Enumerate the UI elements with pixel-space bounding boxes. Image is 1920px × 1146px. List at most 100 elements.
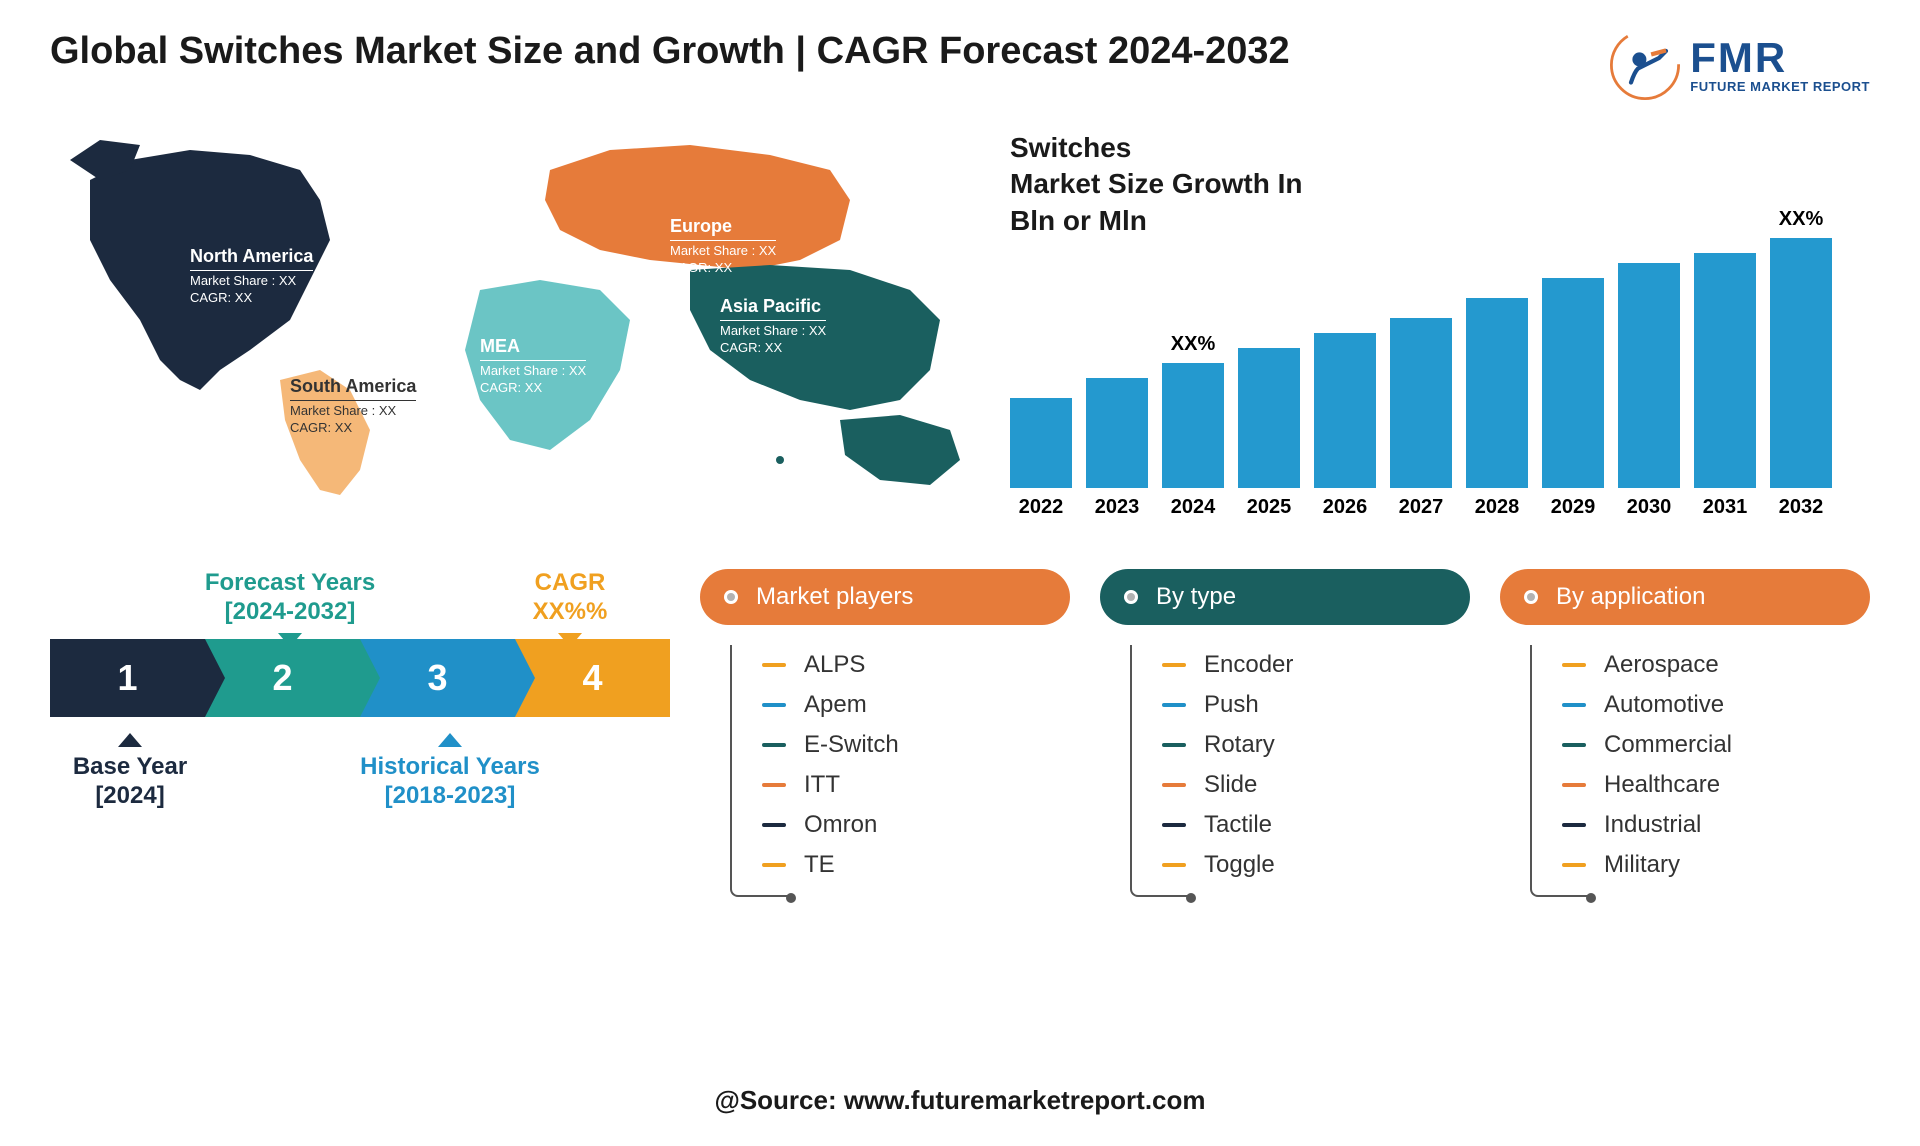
bar-year: 2028 — [1475, 496, 1520, 519]
region-label-south-america: South AmericaMarket Share : XXCAGR: XX — [290, 375, 416, 437]
list-item: Toggle — [1162, 845, 1470, 885]
tick-icon — [762, 863, 786, 867]
list-item: Tactile — [1162, 805, 1470, 845]
list-item: Apem — [762, 685, 1070, 725]
timeline-segment-2: 2 — [205, 639, 360, 717]
category-block: Market playersALPSApemE-SwitchITTOmronTE… — [700, 569, 1870, 885]
dot-icon — [724, 590, 738, 604]
tick-icon — [762, 783, 786, 787]
category-title: Market players — [756, 583, 913, 611]
category-list: ALPSApemE-SwitchITTOmronTE — [730, 645, 1070, 885]
source-text: @Source: www.futuremarketreport.com — [714, 1085, 1205, 1116]
bar-rect — [1086, 378, 1148, 488]
category-header: By application — [1500, 569, 1870, 625]
region-label-europe: EuropeMarket Share : XXCAGR: XX — [670, 215, 776, 277]
chart-title-3: Bln or Mln — [1010, 203, 1870, 239]
tick-icon — [762, 663, 786, 667]
header: Global Switches Market Size and Growth |… — [50, 30, 1870, 100]
bar-rect — [1466, 298, 1528, 488]
cagr-label: CAGR XX%% — [500, 569, 640, 647]
region-label-asia-pacific: Asia PacificMarket Share : XXCAGR: XX — [720, 295, 826, 357]
item-text: Rotary — [1204, 731, 1275, 759]
list-item: Slide — [1162, 765, 1470, 805]
logo-main-text: FMR — [1690, 37, 1870, 79]
list-item: E-Switch — [762, 725, 1070, 765]
list-item: Push — [1162, 685, 1470, 725]
category-header: Market players — [700, 569, 1070, 625]
bar-rect — [1010, 398, 1072, 488]
item-text: Industrial — [1604, 811, 1701, 839]
logo: FMR FUTURE MARKET REPORT — [1610, 30, 1870, 100]
category-list: Aerospace AutomotiveCommercialHealthcare I… — [1530, 645, 1870, 885]
category-title: By type — [1156, 583, 1236, 611]
timeline-segment-4: 4 — [515, 639, 670, 717]
bar-rect — [1238, 348, 1300, 488]
bar-2027: 2027 — [1390, 318, 1452, 519]
region-label-north-america: North AmericaMarket Share : XXCAGR: XX — [190, 245, 313, 307]
item-text: Slide — [1204, 771, 1257, 799]
bar-rect — [1162, 363, 1224, 488]
chart-title-1: Switches — [1010, 130, 1870, 166]
timeline-block: Forecast Years [2024-2032] CAGR XX%% 123… — [50, 569, 670, 885]
tick-icon — [762, 823, 786, 827]
bar-2032: XX%2032 — [1770, 238, 1832, 519]
bar-2029: 2029 — [1542, 278, 1604, 519]
category-by-type: By type Encoder Push Rotary Slide Tactile Togg… — [1100, 569, 1470, 885]
bar-rect — [1694, 253, 1756, 488]
bar-rect — [1618, 263, 1680, 488]
list-item: ITT — [762, 765, 1070, 805]
tick-icon — [1162, 703, 1186, 707]
category-market-players: Market playersALPSApemE-SwitchITTOmronTE — [700, 569, 1070, 885]
bar-rect — [1390, 318, 1452, 488]
item-text: Push — [1204, 691, 1259, 719]
item-text: Aerospace — [1604, 651, 1719, 679]
page-title: Global Switches Market Size and Growth |… — [50, 30, 1290, 73]
historical-label: Historical Years [2018-2023] — [340, 733, 560, 811]
chart-title: Switches Market Size Growth In Bln or Ml… — [1010, 130, 1870, 239]
bar-year: 2029 — [1551, 496, 1596, 519]
list-item: Healthcare — [1562, 765, 1870, 805]
category-header: By type — [1100, 569, 1470, 625]
category-title: By application — [1556, 583, 1705, 611]
bar-2031: 2031 — [1694, 253, 1756, 519]
list-item: ALPS — [762, 645, 1070, 685]
top-section: North AmericaMarket Share : XXCAGR: XX So… — [50, 120, 1870, 519]
item-text: ALPS — [804, 651, 865, 679]
bar-chart: 20222023XX%20242025202620272028202920302… — [1010, 259, 1870, 519]
list-item: Automotive — [1562, 685, 1870, 725]
bar-2028: 2028 — [1466, 298, 1528, 519]
bar-year: 2022 — [1019, 496, 1064, 519]
chart-title-2: Market Size Growth In — [1010, 166, 1870, 202]
bar-year: 2023 — [1095, 496, 1140, 519]
item-text: Toggle — [1204, 851, 1275, 879]
bar-rect — [1770, 238, 1832, 488]
bottom-section: Forecast Years [2024-2032] CAGR XX%% 123… — [50, 569, 1870, 885]
bar-label: XX% — [1779, 208, 1823, 231]
forecast-label: Forecast Years [2024-2032] — [190, 569, 390, 647]
bar-year: 2030 — [1627, 496, 1672, 519]
dot-icon — [1524, 590, 1538, 604]
item-text: TE — [804, 851, 835, 879]
dot-icon — [1124, 590, 1138, 604]
bar-2023: 2023 — [1086, 378, 1148, 519]
category-list: Encoder Push Rotary Slide Tactile Toggle — [1130, 645, 1470, 885]
timeline-segment-3: 3 — [360, 639, 515, 717]
list-item: Aerospace — [1562, 645, 1870, 685]
bar-2024: XX%2024 — [1162, 363, 1224, 519]
bar-2030: 2030 — [1618, 263, 1680, 519]
arrow-up-icon — [118, 733, 142, 747]
tick-icon — [1562, 703, 1586, 707]
tick-icon — [1162, 743, 1186, 747]
bar-2025: 2025 — [1238, 348, 1300, 519]
bar-year: 2025 — [1247, 496, 1292, 519]
tick-icon — [1562, 863, 1586, 867]
base-year-label: Base Year [2024] — [50, 733, 210, 811]
bar-2022: 2022 — [1010, 398, 1072, 519]
tick-icon — [762, 743, 786, 747]
list-item: TE — [762, 845, 1070, 885]
list-item: Commercial — [1562, 725, 1870, 765]
bar-label: XX% — [1171, 333, 1215, 356]
item-text: Encoder — [1204, 651, 1293, 679]
bar-rect — [1542, 278, 1604, 488]
item-text: E-Switch — [804, 731, 899, 759]
